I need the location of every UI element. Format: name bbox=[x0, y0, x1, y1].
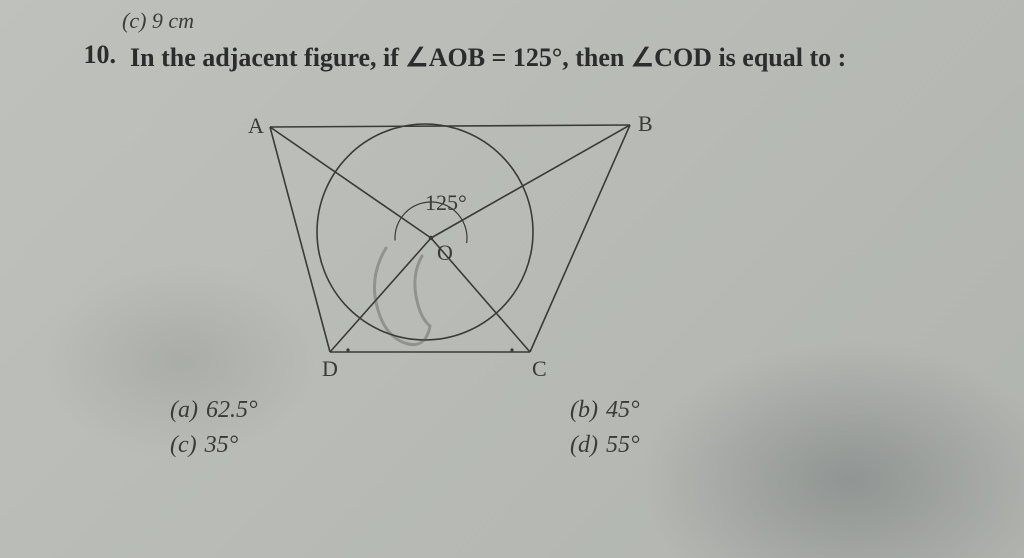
figure-container: A B D C O 125° bbox=[200, 87, 984, 387]
option-d-label: (d) bbox=[570, 432, 598, 459]
option-a-value: 62.5° bbox=[206, 397, 258, 424]
svg-text:C: C bbox=[532, 356, 547, 381]
svg-text:D: D bbox=[322, 356, 338, 381]
option-c-value: 35° bbox=[205, 432, 239, 459]
option-b-value: 45° bbox=[606, 397, 640, 424]
svg-text:B: B bbox=[638, 111, 653, 136]
option-b: (b) 45° bbox=[570, 397, 890, 424]
option-a: (a) 62.5° bbox=[170, 397, 490, 424]
geometry-figure: A B D C O 125° bbox=[200, 87, 670, 387]
svg-text:O: O bbox=[437, 240, 453, 265]
options-grid: (a) 62.5° (b) 45° (c) 35° (d) 55° bbox=[170, 397, 984, 459]
option-d: (d) 55° bbox=[570, 432, 890, 459]
option-d-value: 55° bbox=[606, 432, 640, 459]
page: (c) 9 cm 10. In the adjacent figure, if … bbox=[0, 0, 1024, 459]
option-a-label: (a) bbox=[170, 397, 198, 424]
question-number: 10. bbox=[80, 40, 116, 70]
svg-text:A: A bbox=[248, 113, 264, 138]
previous-option-fragment: (c) 9 cm bbox=[122, 8, 984, 34]
question-row: 10. In the adjacent figure, if ∠AOB = 12… bbox=[80, 40, 984, 75]
option-b-label: (b) bbox=[570, 397, 598, 424]
question-text: In the adjacent figure, if ∠AOB = 125°, … bbox=[130, 40, 846, 75]
svg-text:125°: 125° bbox=[425, 190, 467, 215]
option-c: (c) 35° bbox=[170, 432, 490, 459]
option-c-label: (c) bbox=[170, 432, 197, 459]
